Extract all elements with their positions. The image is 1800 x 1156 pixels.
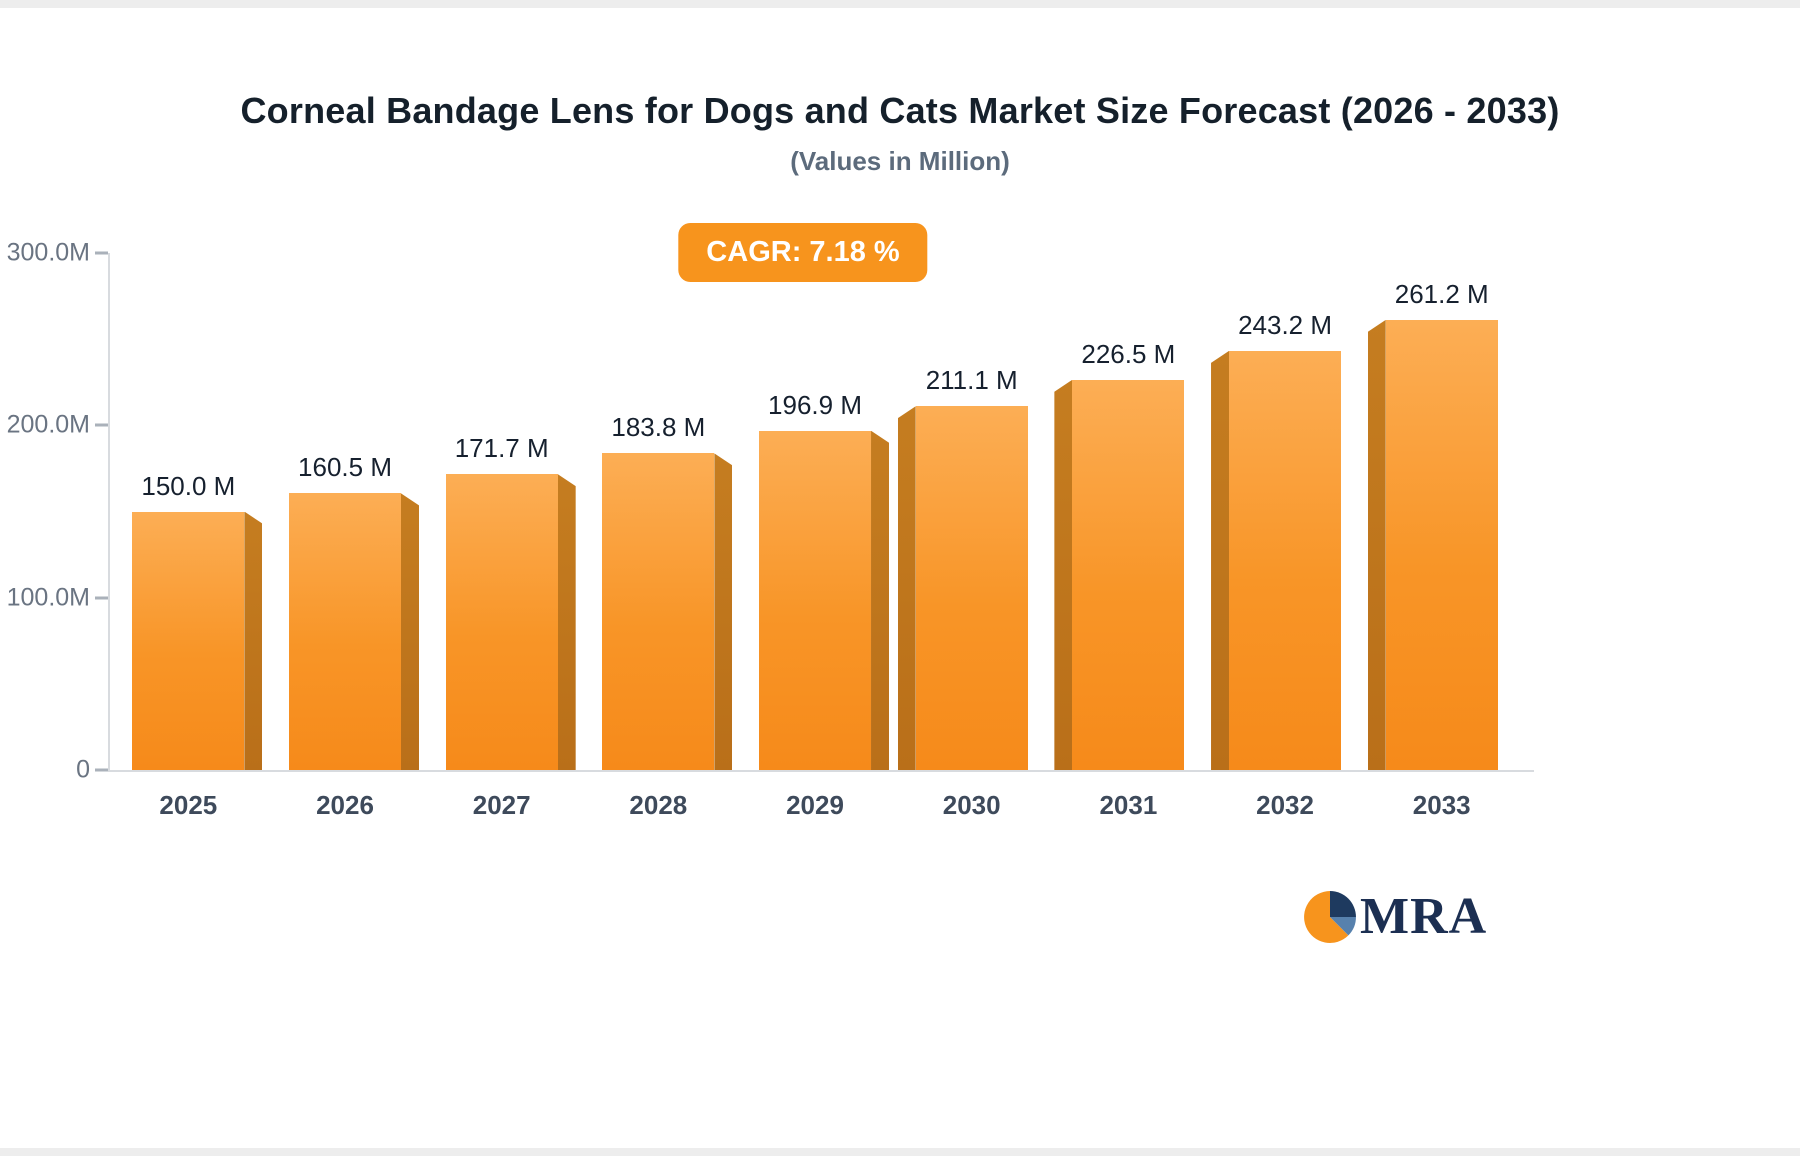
x-axis-label: 2029 [786,790,844,820]
bar-side-face [871,430,890,770]
bar-value-label: 211.1 M [925,365,1018,396]
bar-group: 150.0 M [110,253,267,770]
bar-side-face [401,493,419,770]
x-axis-label: 2033 [1412,790,1471,820]
y-axis-tick-label: 100.0M [6,583,90,612]
y-axis-tick [95,423,108,427]
bar-group: 183.8 M [580,253,737,770]
y-axis-tick-label: 200.0M [6,410,90,439]
y-axis-tick [95,768,108,772]
bar-value-label: 183.8 M [611,412,706,443]
brand-logo: MRA [1303,890,1487,944]
pie-circle-icon [1304,891,1356,943]
bar-side-face [1054,379,1073,770]
y-axis-tick [95,596,108,600]
plot-area: 150.0 M 160.5 M 171.7 M 183.8 M 196.9 M 211.1… [110,253,1520,770]
bar-side-face [714,453,733,770]
bar [289,493,419,770]
bar-side-face [1367,319,1386,770]
x-axis-label: 2030 [942,790,1001,820]
chart-subtitle: (Values in Million) [790,146,1010,176]
brand-logo-text: MRA [1360,888,1488,945]
bar-value-label: 171.7 M [454,433,549,464]
bar [759,430,890,770]
x-axis-label: 2025 [159,790,218,820]
bar-value-label: 160.5 M [298,452,392,483]
bar [1367,319,1498,770]
chart-page: Corneal Bandage Lens for Dogs and Cats M… [0,8,1800,1148]
bar-group: 171.7 M [423,253,580,770]
bar-value-label: 243.2 M [1238,309,1333,340]
x-axis-label: 2031 [1099,790,1158,820]
bar-chart: 300.0M 200.0M 100.0M 0 150.0 M 160.5 M 171.7 … [7,239,1534,784]
x-axis-label: 2027 [472,790,531,820]
bar [1054,379,1185,770]
bar [602,453,733,770]
x-axis-label: 2032 [1256,790,1314,820]
bar-value-label: 196.9 M [768,389,862,420]
bar-group: 196.9 M [737,253,894,770]
bar-group: 160.5 M [267,253,424,770]
cagr-badge: CAGR: 7.18 % [678,223,928,282]
x-axis-label: 2028 [629,790,688,820]
x-axis-line [108,770,1534,772]
x-axis: 2025 2026 2027 2028 2029 2030 2031 2032 2033 [110,790,1520,821]
bar-side-face [897,406,916,770]
bar-value-label: 226.5 M [1081,338,1176,369]
bar-side-face [557,474,576,770]
bar-value-label: 261.2 M [1394,278,1489,309]
y-axis-line [108,253,110,772]
bar-value-label: 150.0 M [141,470,236,501]
bar-side-face [244,511,263,770]
y-axis-tick [95,251,108,255]
bar [897,406,1028,770]
bar-group: 261.2 M [1363,253,1520,770]
chart-title: Corneal Bandage Lens for Dogs and Cats M… [240,90,1560,131]
bar [445,474,576,770]
y-axis-tick-label: 0 [76,755,90,784]
bar [132,511,263,770]
bar [1211,350,1342,770]
x-axis-label: 2026 [316,790,374,820]
y-axis-tick-label: 300.0M [6,238,90,267]
bar-side-face [1211,350,1230,770]
bar-group: 226.5 M [1050,253,1207,770]
bar-group: 243.2 M [1207,253,1364,770]
bar-group: 211.1 M [893,253,1050,770]
